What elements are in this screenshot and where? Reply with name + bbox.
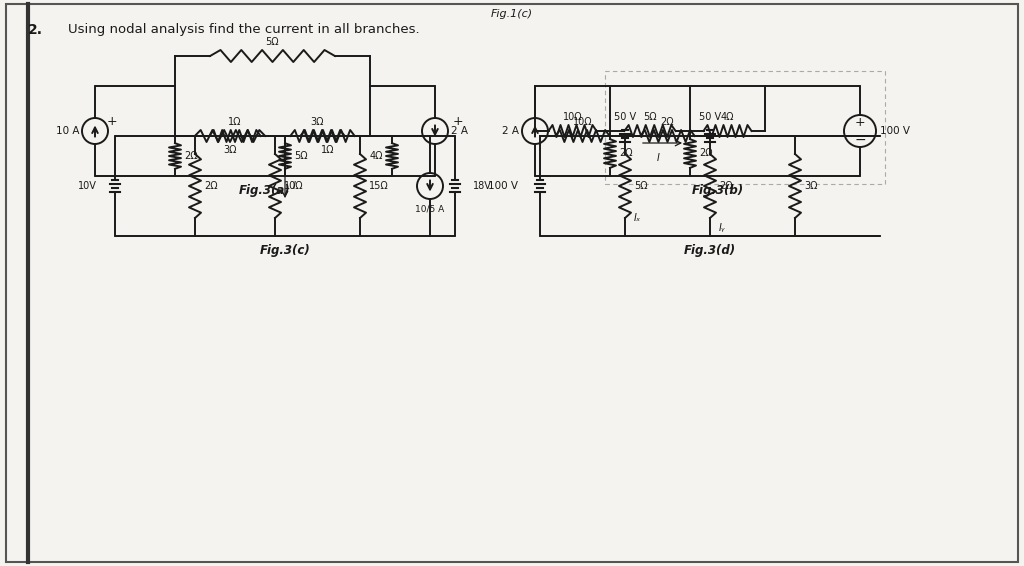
Text: 2Ω: 2Ω (660, 117, 675, 127)
Text: Fig.3(a): Fig.3(a) (240, 184, 291, 197)
Text: 100 V: 100 V (488, 181, 518, 191)
Text: Fig.3(d): Fig.3(d) (684, 244, 736, 257)
Text: 3Ω: 3Ω (223, 145, 237, 155)
Text: Iₓ: Iₓ (634, 213, 641, 223)
Text: 50 V: 50 V (614, 112, 636, 122)
Text: Iᵧ: Iᵧ (719, 223, 725, 233)
Text: 2 A: 2 A (451, 126, 468, 136)
Text: Using nodal analysis find the current in all branches.: Using nodal analysis find the current in… (68, 23, 420, 36)
Text: 2Ω: 2Ω (618, 148, 633, 158)
Text: 15Ω: 15Ω (369, 181, 389, 191)
Text: 2Ω: 2Ω (204, 181, 218, 191)
Text: 10Ω: 10Ω (562, 112, 583, 122)
Text: 10Ω: 10Ω (284, 181, 304, 191)
Text: 10Ω: 10Ω (572, 117, 592, 127)
Text: +: + (106, 115, 118, 128)
Text: 1Ω: 1Ω (321, 145, 334, 155)
Text: 5Ω: 5Ω (265, 37, 280, 47)
Text: 2.: 2. (28, 23, 43, 37)
Text: Fig.3(c): Fig.3(c) (260, 244, 310, 257)
Text: 50 V: 50 V (699, 112, 721, 122)
Text: 2Ω: 2Ω (719, 181, 732, 191)
Text: +: + (453, 115, 463, 128)
Text: 5Ω: 5Ω (643, 112, 656, 122)
Text: 18V: 18V (473, 181, 492, 191)
Text: 2Ω: 2Ω (699, 148, 713, 158)
Text: 1Ω: 1Ω (228, 117, 242, 127)
Text: 4Ω: 4Ω (721, 112, 734, 122)
Text: 10/5 A: 10/5 A (416, 204, 444, 213)
Text: 5Ω: 5Ω (634, 181, 647, 191)
Text: 3Ω: 3Ω (804, 181, 817, 191)
Text: 4Ω: 4Ω (370, 151, 383, 161)
Text: 100 V: 100 V (880, 126, 910, 136)
Text: I: I (656, 153, 659, 163)
Text: 3Ω: 3Ω (310, 117, 325, 127)
Text: 10 A: 10 A (55, 126, 79, 136)
Text: 2 A: 2 A (502, 126, 519, 136)
Text: 5Ω: 5Ω (294, 151, 307, 161)
Text: Fig.3(b): Fig.3(b) (691, 184, 743, 197)
Text: I: I (293, 181, 296, 191)
Text: 10V: 10V (78, 181, 97, 191)
Text: 2Ω: 2Ω (184, 151, 198, 161)
Text: −: − (854, 133, 866, 147)
Text: +: + (855, 117, 865, 130)
Text: Fig.1(c): Fig.1(c) (490, 9, 534, 19)
